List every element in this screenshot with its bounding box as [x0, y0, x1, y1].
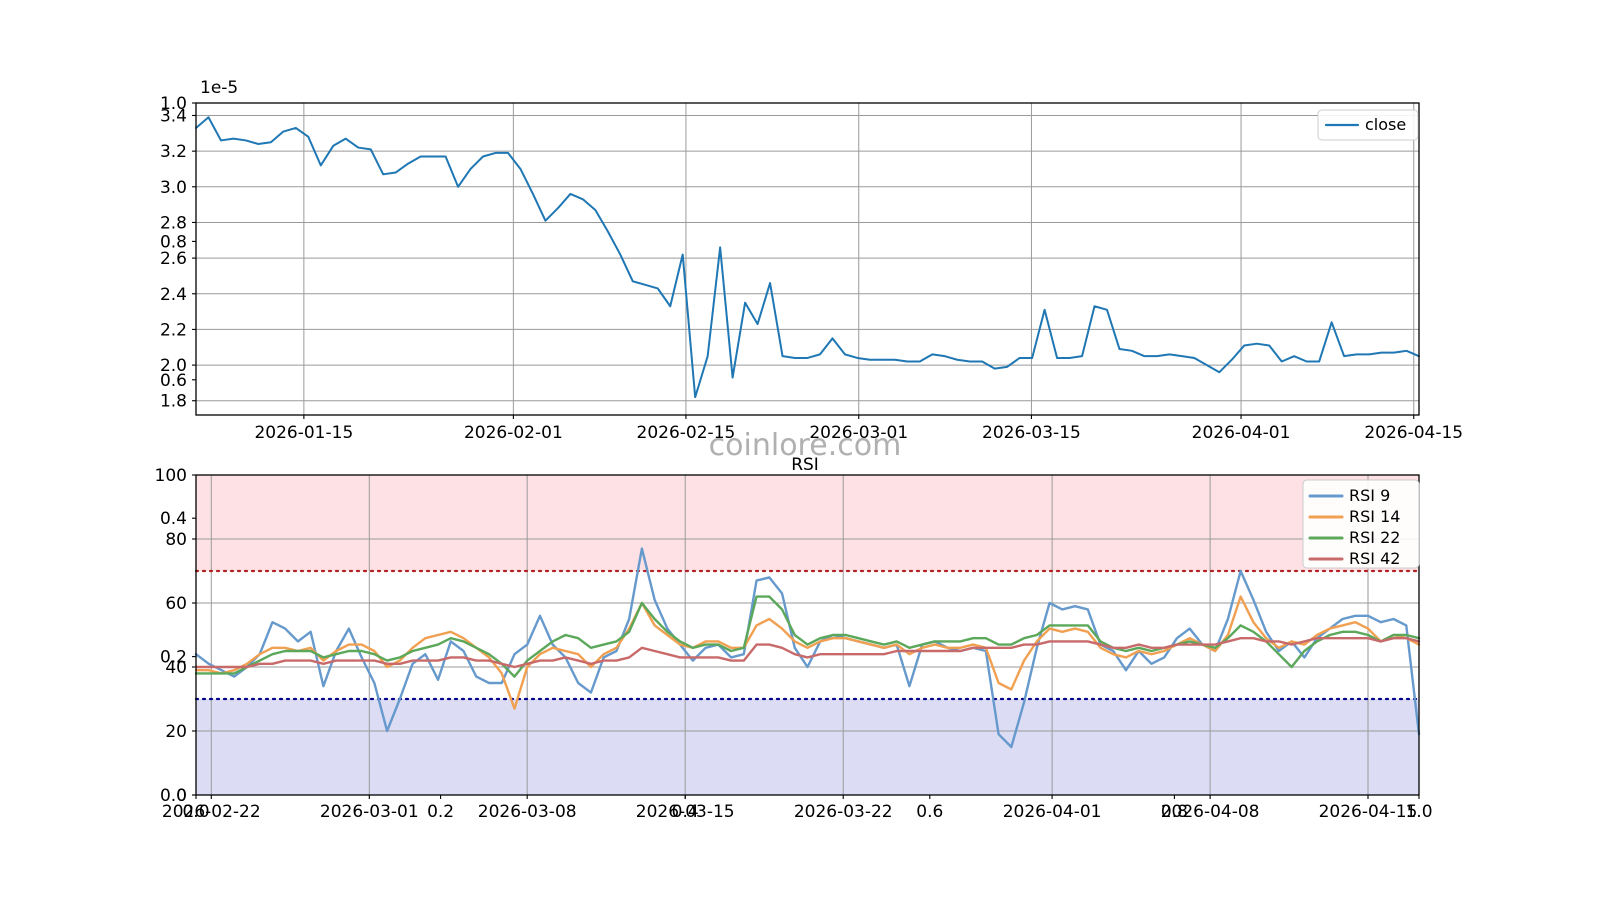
- rsi-ytick-label: 60: [165, 594, 187, 614]
- rsi-xtick-label: 2026-04-01: [1003, 802, 1102, 822]
- rsi-legend-label-2: RSI 14: [1349, 507, 1400, 526]
- price-yaxis-offset-label: 1e-5: [200, 78, 238, 98]
- price-ytick-label: 2.6: [160, 249, 187, 269]
- price-ytick-label: 1.8: [160, 392, 187, 412]
- rsi-legend-label-1: RSI 9: [1349, 486, 1390, 505]
- price-ytick-label: 2.4: [160, 285, 187, 305]
- price-xtick-label: 2026-04-01: [1192, 423, 1291, 443]
- rsi-14-line: [194, 595, 1421, 710]
- rsi-overlay-xtick-label: 0.6: [916, 802, 943, 822]
- rsi-chart-title: RSI: [791, 455, 819, 475]
- price-xtick-label: 2026-03-15: [982, 423, 1081, 443]
- rsi-overlay-ytick-label: 0.2: [160, 648, 187, 668]
- rsi-xtick-label: 2026-03-15: [636, 802, 735, 822]
- oversold-band: [196, 699, 1419, 795]
- rsi-axes-frame: [195, 474, 1420, 796]
- rsi-ytick-label: 100: [155, 466, 187, 486]
- price-legend-box[interactable]: [1317, 109, 1419, 141]
- overbought-band: [196, 475, 1419, 571]
- rsi-ytick-label: 40: [165, 658, 187, 678]
- coinlore-watermark: coinlore.com: [709, 428, 902, 463]
- price-axes-frame: [195, 102, 1420, 416]
- rsi-xtick-label: 2026-04-08: [1161, 802, 1260, 822]
- price-xtick-label: 2026-02-15: [637, 423, 736, 443]
- rsi-xtick-label: 2026-02-22: [162, 802, 261, 822]
- price-ytick-label: 2.0: [160, 356, 187, 376]
- price-plot-background: [196, 103, 1419, 415]
- price-ytick-label: 3.2: [160, 142, 187, 162]
- rsi-overlay-xtick-label: 0.8: [1161, 802, 1188, 822]
- overlay-ytick-label: 1.0: [160, 94, 187, 114]
- rsi-ytick-label: 80: [165, 530, 187, 550]
- rsi-xtick-label: 2026-04-15: [1319, 802, 1418, 822]
- overlay-ytick-label: 0.6: [160, 371, 187, 391]
- rsi-xtick-label: 2026-03-01: [320, 802, 419, 822]
- price-ytick-label: 3.4: [160, 106, 187, 126]
- rsi-chart-axes: 0 20 40 60 80 100 0.0 0.2 0.4 2026-02-22 2026-03-0…: [155, 466, 1433, 822]
- rsi-22-line: [194, 595, 1421, 678]
- rsi-legend-label-4: RSI 42: [1349, 549, 1400, 568]
- price-ytick-label: 2.2: [160, 320, 187, 340]
- rsi-overlay-ytick-label: 0.0: [160, 786, 187, 806]
- rsi-overlay-xtick-label: 0.2: [427, 802, 454, 822]
- rsi-overlay-xtick-label: 0.0: [182, 802, 209, 822]
- rsi-ytick-label: 20: [165, 722, 187, 742]
- rsi-ytick-label: 0: [176, 786, 187, 806]
- rsi-overlay-xtick-label: 0.4: [672, 802, 699, 822]
- rsi-xtick-label: 2026-03-22: [794, 802, 893, 822]
- price-xtick-label: 2026-02-01: [464, 423, 563, 443]
- overlay-ytick-label: 0.8: [160, 232, 187, 252]
- price-ytick-label: 3.0: [160, 178, 187, 198]
- rsi-overlay-ytick-label: 0.4: [160, 509, 187, 529]
- rsi-xtick-label: 2026-03-08: [478, 802, 577, 822]
- rsi-42-line: [194, 637, 1421, 669]
- price-legend-label-close: close: [1365, 115, 1406, 134]
- price-xtick-label: 2026-03-01: [809, 423, 908, 443]
- price-close-line: [195, 116, 1420, 399]
- price-ytick-label: 2.8: [160, 213, 187, 233]
- price-xtick-label: 2026-01-15: [254, 423, 353, 443]
- rsi-legend-box[interactable]: [1302, 479, 1420, 569]
- price-chart-axes: 1.8 2.0 2.2 2.4 2.6 2.8 3.0 3.2 3.4 0.6 0.8 1.0 2026…: [160, 78, 1463, 443]
- price-xtick-label: 2026-04-15: [1364, 423, 1463, 443]
- rsi-overlay-xtick-label: 1.0: [1405, 802, 1432, 822]
- rsi-legend-label-3: RSI 22: [1349, 528, 1400, 547]
